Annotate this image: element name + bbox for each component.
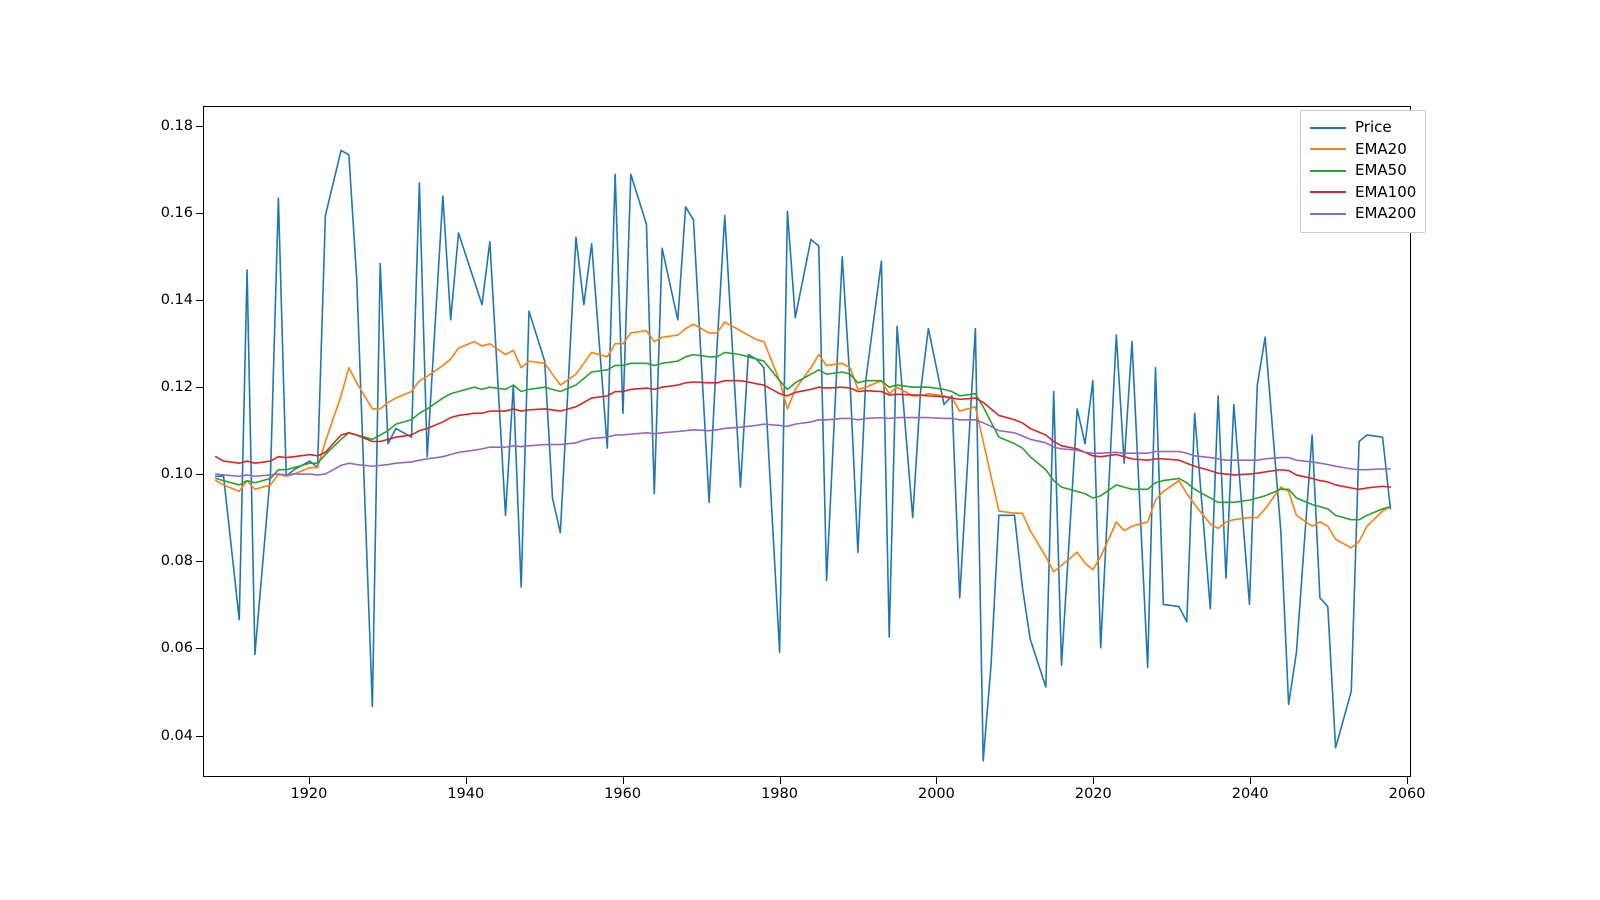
y-tick-mark xyxy=(196,648,203,650)
plot-lines xyxy=(204,107,1410,776)
y-tick-label: 0.08 xyxy=(160,553,193,570)
x-tick-label: 1960 xyxy=(604,786,642,802)
x-tick-label: 2040 xyxy=(1231,786,1269,802)
x-tick-label: 2020 xyxy=(1074,786,1112,802)
series-line-price xyxy=(216,150,1391,760)
y-tick-label: 0.10 xyxy=(160,466,193,483)
y-tick-label: 0.04 xyxy=(160,727,193,744)
x-tick-mark xyxy=(1407,777,1409,784)
x-tick-mark xyxy=(622,777,624,784)
y-tick-label: 0.12 xyxy=(160,379,193,396)
legend-color-swatch xyxy=(1310,126,1346,129)
x-tick-mark xyxy=(779,777,781,784)
x-tick-label: 1940 xyxy=(447,786,485,802)
plot-axes xyxy=(203,106,1411,777)
legend-item-ema50[interactable]: EMA50 xyxy=(1310,160,1416,182)
y-tick-mark xyxy=(196,387,203,389)
legend-label: EMA50 xyxy=(1355,161,1407,180)
y-tick-mark xyxy=(196,125,203,127)
y-tick-mark xyxy=(196,561,203,563)
legend-label: Price xyxy=(1355,118,1392,137)
series-line-ema50 xyxy=(216,352,1391,519)
y-tick-label: 0.14 xyxy=(160,291,193,308)
chart-legend[interactable]: Price EMA20 EMA50 EMA100 EMA200 xyxy=(1300,110,1427,233)
legend-label: EMA20 xyxy=(1355,139,1407,158)
series-line-ema200 xyxy=(216,418,1391,477)
y-tick-mark xyxy=(196,212,203,214)
x-tick-mark xyxy=(1250,777,1252,784)
y-tick-mark xyxy=(196,299,203,301)
x-tick-mark xyxy=(465,777,467,784)
x-tick-mark xyxy=(308,777,310,784)
x-tick-label: 1920 xyxy=(290,786,328,802)
x-tick-label: 2000 xyxy=(917,786,955,802)
legend-label: EMA100 xyxy=(1355,182,1417,201)
legend-label: EMA200 xyxy=(1355,204,1417,223)
legend-item-price[interactable]: Price xyxy=(1310,117,1416,139)
y-tick-label: 0.06 xyxy=(160,640,193,657)
x-axis-tick-labels: 1920 1940 1960 1980 2000 2020 2040 2060 xyxy=(203,786,1425,810)
legend-color-swatch xyxy=(1310,191,1346,194)
x-tick-label: 1980 xyxy=(761,786,798,802)
legend-item-ema100[interactable]: EMA100 xyxy=(1310,182,1416,204)
series-line-ema100 xyxy=(216,381,1391,490)
series-line-ema20 xyxy=(216,322,1391,572)
legend-color-swatch xyxy=(1310,148,1346,151)
x-tick-mark xyxy=(1093,777,1095,784)
x-tick-label: 2060 xyxy=(1388,786,1426,802)
x-tick-mark xyxy=(936,777,938,784)
legend-item-ema20[interactable]: EMA20 xyxy=(1310,139,1416,161)
y-tick-label: 0.18 xyxy=(160,117,193,134)
y-tick-mark xyxy=(196,474,203,476)
legend-item-ema200[interactable]: EMA200 xyxy=(1310,203,1416,225)
legend-color-swatch xyxy=(1310,169,1346,172)
y-tick-mark xyxy=(196,735,203,737)
legend-color-swatch xyxy=(1310,212,1346,215)
y-axis-tick-labels: 0.04 0.06 0.08 0.10 0.12 0.14 0.16 0.18 xyxy=(130,106,193,777)
y-tick-label: 0.16 xyxy=(160,204,193,221)
